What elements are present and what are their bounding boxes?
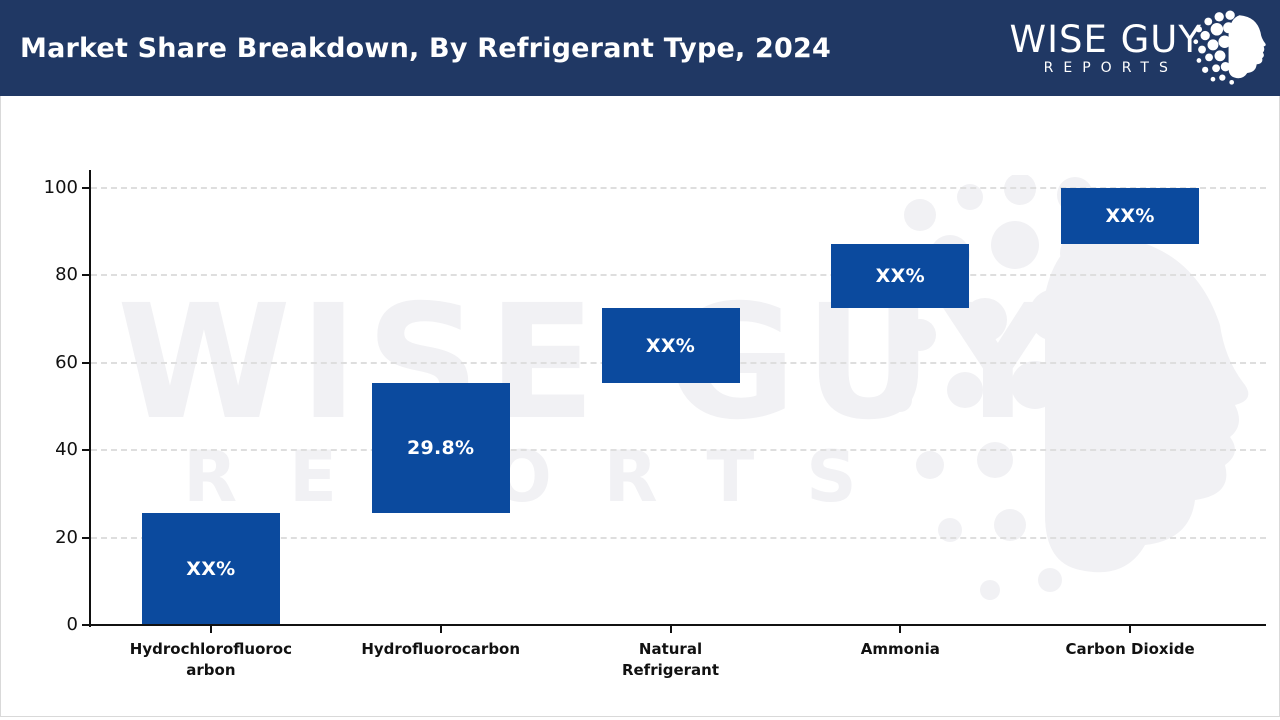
y-tick-label-100: 100 bbox=[43, 176, 78, 198]
logo-text: WISE GUY REPORTS bbox=[1009, 18, 1202, 77]
x-tick-3 bbox=[899, 625, 902, 633]
x-category-label-0: Hydrochlorofluoroc arbon bbox=[129, 640, 292, 679]
y-tick-label-40: 40 bbox=[55, 439, 78, 460]
logo-subtitle: REPORTS bbox=[1043, 60, 1178, 76]
gridline-80 bbox=[91, 274, 1266, 276]
x-category-label-2: Natural Refrigerant bbox=[621, 640, 720, 679]
y-tick-80 bbox=[82, 274, 90, 276]
x-tick-1 bbox=[439, 625, 442, 633]
bar-value-label: XX% bbox=[1105, 204, 1155, 227]
bar-carbon-dioxide: XX% bbox=[1061, 187, 1200, 245]
x-axis-spine bbox=[88, 624, 1266, 626]
x-category-label-3: Ammonia bbox=[860, 640, 940, 658]
y-axis-spine bbox=[89, 170, 91, 627]
wise-guy-reports-logo: WISE GUY REPORTS bbox=[1010, 6, 1266, 90]
gridline-100 bbox=[91, 186, 1266, 189]
y-tick-20 bbox=[82, 536, 90, 539]
page-title: Market Share Breakdown, By Refrigerant T… bbox=[20, 32, 832, 64]
y-tick-40 bbox=[82, 449, 90, 451]
watermark-subtitle: REPORTS bbox=[183, 436, 909, 518]
x-category-label-4: Carbon Dioxide bbox=[1065, 640, 1195, 658]
gridline-40 bbox=[91, 449, 1266, 451]
bar-hydrochlorofluorocarbon: XX% bbox=[141, 513, 280, 625]
dotted-head-icon bbox=[1193, 10, 1266, 85]
x-tick-2 bbox=[669, 625, 672, 633]
y-tick-label-60: 60 bbox=[55, 351, 78, 373]
x-category-label-1: Hydrofluorocarbon bbox=[361, 640, 521, 658]
bar-value-label: XX% bbox=[645, 334, 696, 357]
y-tick-100 bbox=[82, 186, 90, 189]
y-tick-label-80: 80 bbox=[55, 264, 78, 285]
bar-natural-refrigerant: XX% bbox=[601, 308, 740, 384]
gridline-20 bbox=[91, 536, 1266, 539]
x-tick-4 bbox=[1129, 625, 1132, 633]
y-tick-0 bbox=[82, 624, 90, 626]
logo-wordmark: WISE GUY bbox=[1009, 18, 1202, 61]
bar-ammonia: XX% bbox=[831, 244, 970, 309]
bar-value-label: XX% bbox=[875, 265, 925, 288]
left-edge-line bbox=[0, 96, 1, 717]
x-tick-0 bbox=[209, 625, 212, 633]
y-tick-label-20: 20 bbox=[55, 526, 78, 548]
y-tick-60 bbox=[82, 361, 90, 364]
bar-value-label: XX% bbox=[186, 558, 236, 581]
y-tick-label-0: 0 bbox=[66, 614, 78, 635]
bar-value-label: 29.8% bbox=[406, 437, 475, 460]
bottom-edge-line bbox=[0, 716, 1280, 717]
header-bar: Market Share Breakdown, By Refrigerant T… bbox=[0, 0, 1280, 96]
bar-hydrofluorocarbon: 29.8% bbox=[371, 383, 510, 514]
